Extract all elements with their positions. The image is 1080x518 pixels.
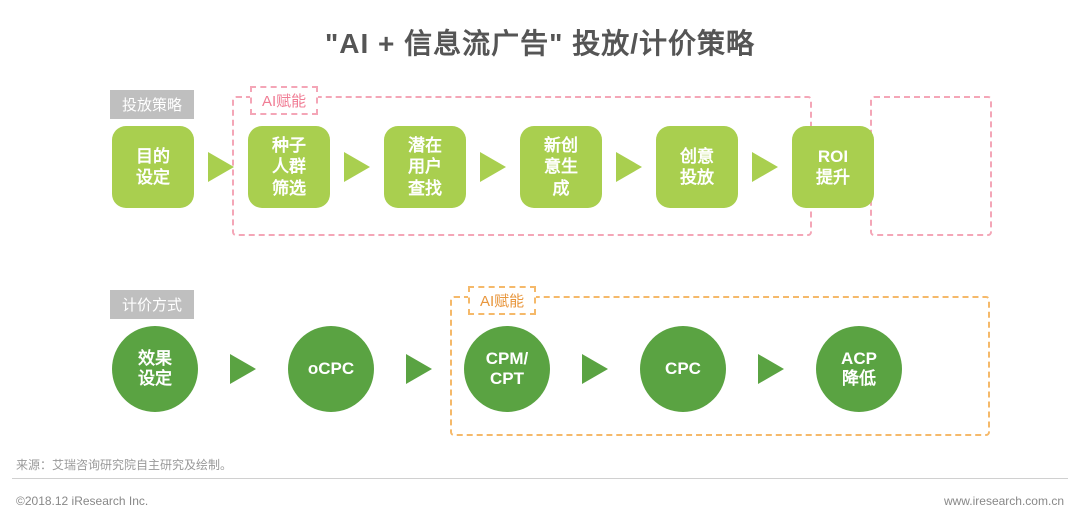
ai-box-top-roi bbox=[870, 96, 992, 236]
ai-tag-bot: AI赋能 bbox=[468, 286, 536, 315]
tag-pricing: 计价方式 bbox=[110, 290, 194, 319]
flow-top: 目的 设定 种子 人群 筛选 潜在 用户 查找 新创 意生 成 创意 投放 RO… bbox=[112, 126, 874, 208]
row-placement-strategy: 投放策略 AI赋能 目的 设定 种子 人群 筛选 潜在 用户 查找 新创 意生 … bbox=[0, 90, 1080, 270]
flow-bot: 效果 设定 oCPC CPM/ CPT CPC ACP 降低 bbox=[112, 326, 902, 412]
node-acp-down: ACP 降低 bbox=[816, 326, 902, 412]
arrow-icon bbox=[582, 354, 608, 384]
source-footnote: 来源：艾瑞咨询研究院自主研究及绘制。 bbox=[16, 456, 232, 473]
arrow-icon bbox=[758, 354, 784, 384]
tag-placement: 投放策略 bbox=[110, 90, 194, 119]
node-creative-deliver: 创意 投放 bbox=[656, 126, 738, 208]
arrow-icon bbox=[406, 354, 432, 384]
arrow-icon bbox=[344, 152, 370, 182]
node-ocpc: oCPC bbox=[288, 326, 374, 412]
node-potential-user: 潜在 用户 查找 bbox=[384, 126, 466, 208]
arrow-icon bbox=[208, 152, 234, 182]
node-seed-audience: 种子 人群 筛选 bbox=[248, 126, 330, 208]
node-cpm-cpt: CPM/ CPT bbox=[464, 326, 550, 412]
arrow-icon bbox=[752, 152, 778, 182]
node-goal-set: 目的 设定 bbox=[112, 126, 194, 208]
node-creative-gen: 新创 意生 成 bbox=[520, 126, 602, 208]
row-pricing-method: 计价方式 AI赋能 效果 设定 oCPC CPM/ CPT CPC ACP 降低 bbox=[0, 290, 1080, 470]
divider bbox=[12, 478, 1068, 479]
page-title: "AI + 信息流广告" 投放/计价策略 bbox=[0, 0, 1080, 62]
node-cpc: CPC bbox=[640, 326, 726, 412]
node-roi-up: ROI 提升 bbox=[792, 126, 874, 208]
ai-tag-top: AI赋能 bbox=[250, 86, 318, 115]
arrow-icon bbox=[480, 152, 506, 182]
copyright-text: ©2018.12 iResearch Inc. bbox=[16, 494, 148, 508]
site-url: www.iresearch.com.cn bbox=[944, 494, 1064, 508]
arrow-icon bbox=[230, 354, 256, 384]
arrow-icon bbox=[616, 152, 642, 182]
node-effect-set: 效果 设定 bbox=[112, 326, 198, 412]
